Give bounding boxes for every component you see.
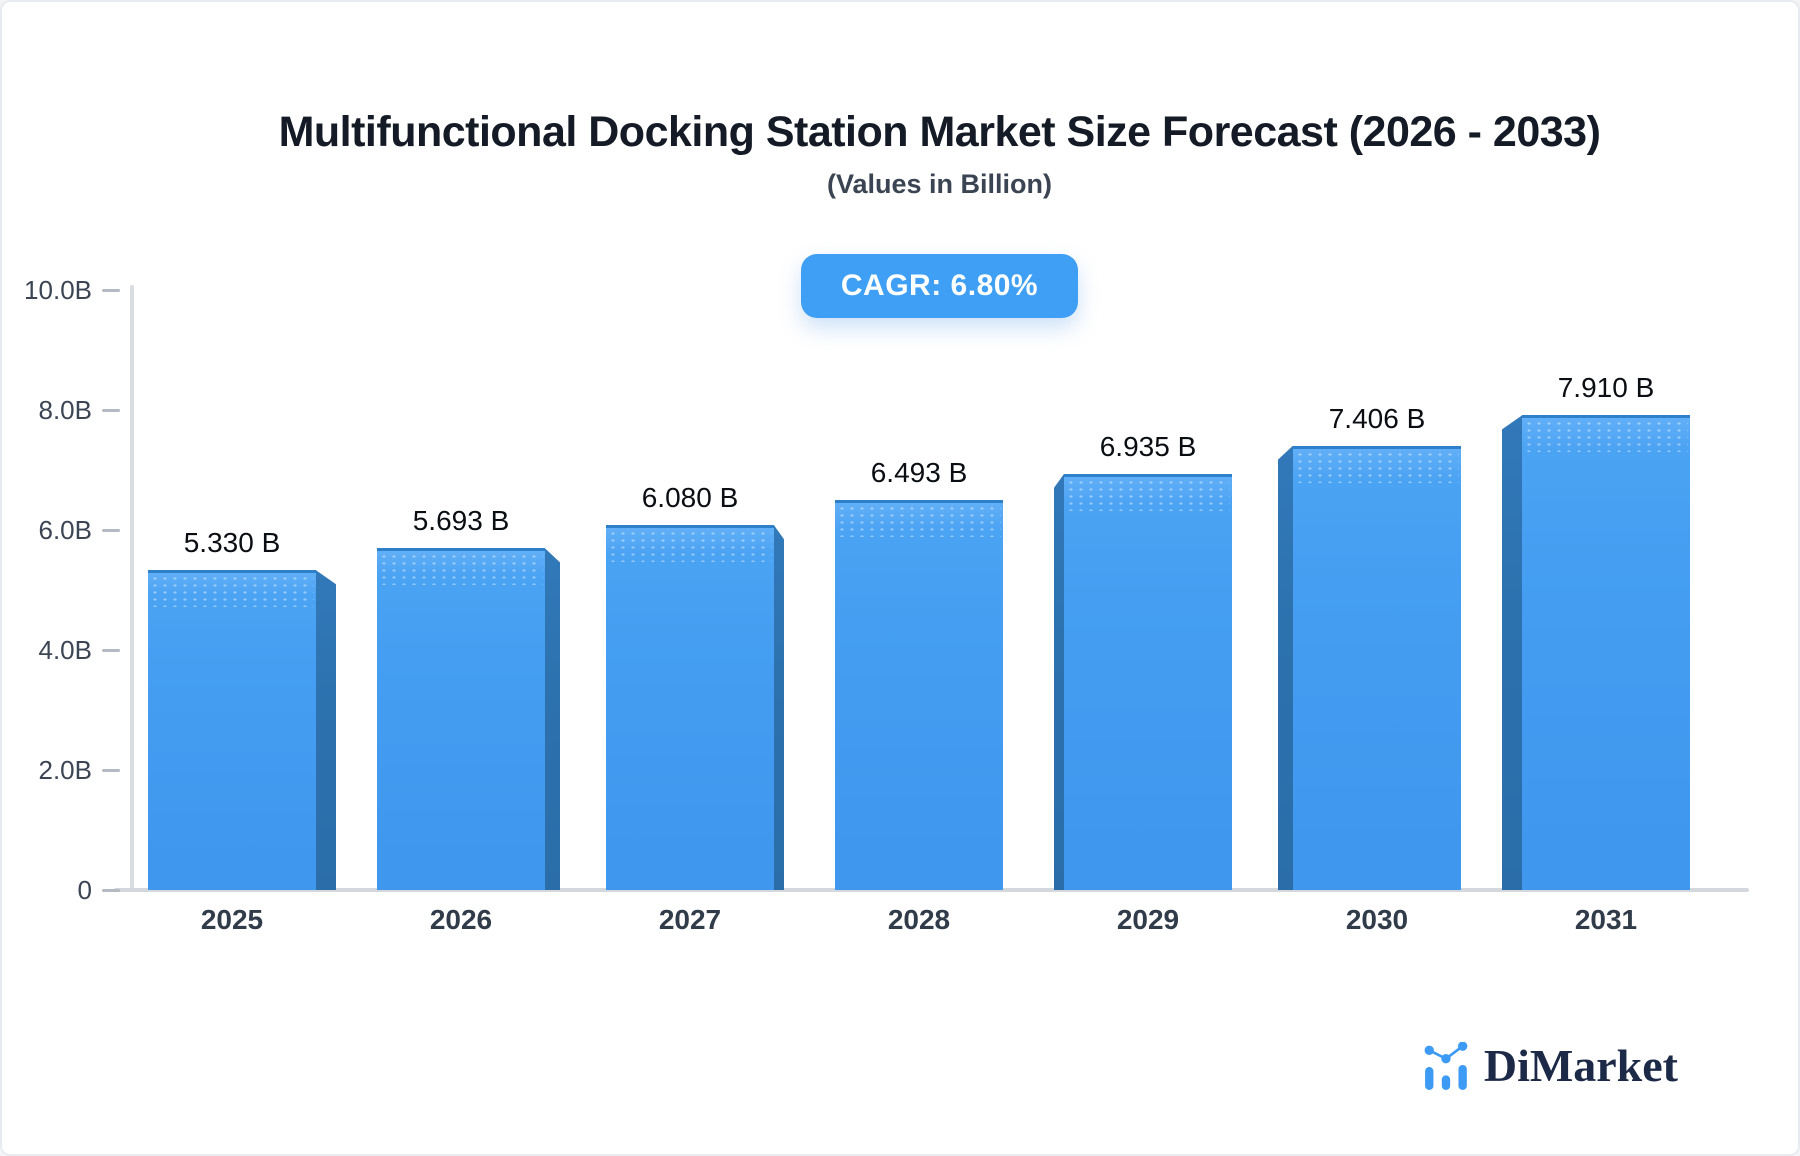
bar-2028 xyxy=(835,500,1003,890)
y-tick-label: 10.0B xyxy=(24,275,92,305)
chart-header: Multifunctional Docking Station Market S… xyxy=(132,106,1747,200)
brand-name: DiMarket xyxy=(1483,1040,1678,1091)
bar-3d-side xyxy=(316,570,336,890)
bar-value-label: 6.493 B xyxy=(870,457,968,489)
bar-2030 xyxy=(1293,445,1461,890)
x-tick-label: 2028 xyxy=(887,904,951,935)
x-tick-label: 2027 xyxy=(658,904,722,935)
bar-value-label: 5.693 B xyxy=(412,505,510,537)
bar-2026 xyxy=(377,548,545,890)
y-tick-label: 0 xyxy=(77,875,92,905)
bar-highlight xyxy=(1295,450,1459,483)
y-tick-label: 4.0B xyxy=(38,635,93,665)
bar-chart-logo-icon xyxy=(1424,1042,1468,1090)
chart-title: Multifunctional Docking Station Market S… xyxy=(278,108,1601,156)
chart-subtitle: (Values in Billion) xyxy=(826,169,1053,199)
bar-value-label: 7.406 B xyxy=(1328,402,1426,434)
y-tick-label: 6.0B xyxy=(38,515,93,545)
x-tick-label: 2026 xyxy=(429,904,493,935)
bar-highlight xyxy=(1524,420,1688,453)
bar-2025 xyxy=(148,570,316,890)
bar-highlight xyxy=(150,575,314,608)
bar-2031 xyxy=(1522,415,1690,890)
bar-highlight xyxy=(379,553,543,586)
y-tick-mark xyxy=(102,289,120,292)
bar-3d-side xyxy=(1278,445,1293,890)
x-tick-label: 2025 xyxy=(200,904,264,935)
bar-3d-side xyxy=(774,525,784,890)
brand-logo: DiMarket xyxy=(1423,1040,1678,1092)
bar-2027 xyxy=(606,525,774,890)
y-tick-mark xyxy=(102,409,120,412)
bar-value-label: 7.910 B xyxy=(1557,372,1655,404)
x-tick-label: 2031 xyxy=(1574,904,1638,935)
bar-value-label: 6.080 B xyxy=(641,482,739,514)
bar-3d-side xyxy=(1502,415,1522,890)
bar-highlight xyxy=(837,505,1001,538)
cagr-badge: CAGR: 6.80% xyxy=(800,254,1079,318)
cagr-badge-row: CAGR: 6.80% xyxy=(132,254,1747,318)
bar-2029 xyxy=(1064,473,1232,890)
y-axis-line xyxy=(130,285,134,892)
x-tick-label: 2030 xyxy=(1345,904,1409,935)
y-tick-label: 2.0B xyxy=(38,755,93,785)
bar-value-label: 6.935 B xyxy=(1099,430,1197,462)
y-tick-mark xyxy=(102,529,120,532)
x-tick-label: 2029 xyxy=(1116,904,1180,935)
bar-highlight xyxy=(608,530,772,563)
bar-value-label: 5.330 B xyxy=(183,527,281,559)
y-tick-mark xyxy=(102,649,120,652)
y-tick-mark xyxy=(102,889,120,892)
bar-3d-side xyxy=(545,548,560,890)
bar-highlight xyxy=(1066,478,1230,511)
y-tick-label: 8.0B xyxy=(38,395,93,425)
bar-3d-side xyxy=(1054,473,1064,890)
y-tick-mark xyxy=(102,769,120,772)
x-axis-line xyxy=(114,888,1749,892)
